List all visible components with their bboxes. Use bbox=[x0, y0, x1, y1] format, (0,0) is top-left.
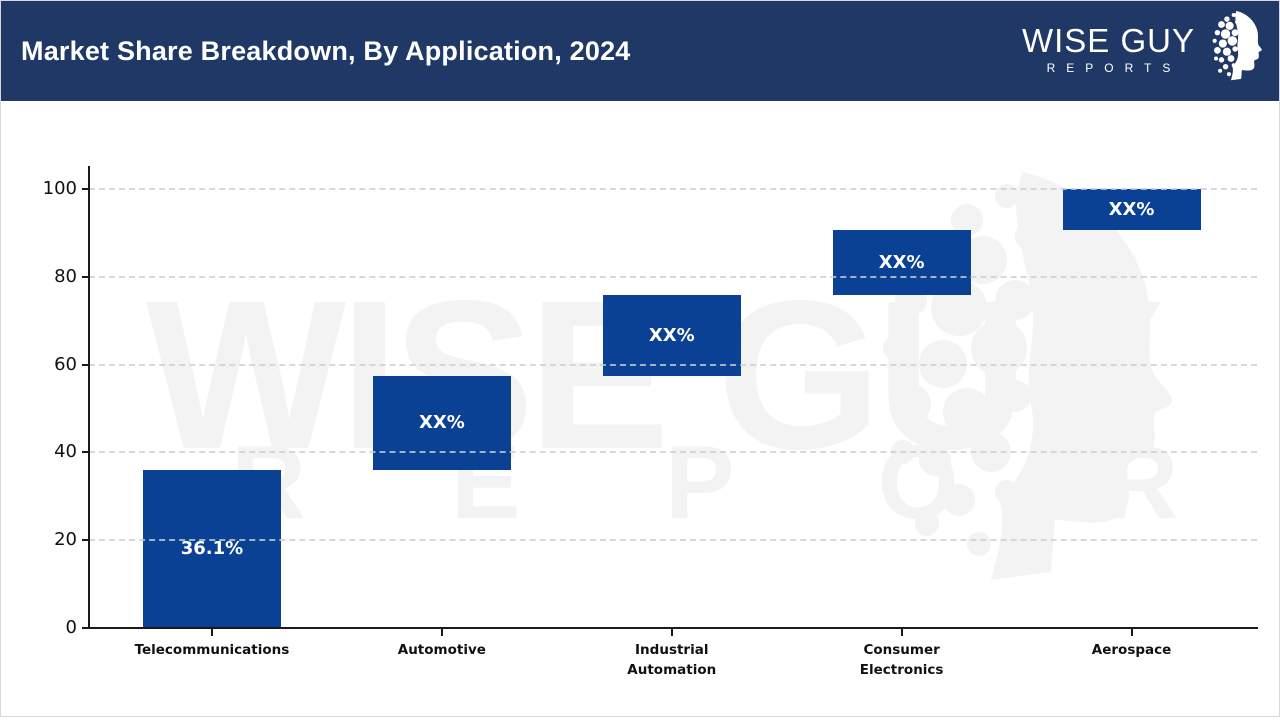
y-tick-20 bbox=[82, 539, 89, 542]
x-tick bbox=[900, 629, 903, 636]
bar-segment: XX% bbox=[372, 376, 511, 470]
y-tick-60 bbox=[82, 363, 89, 366]
bar-value-label: 36.1% bbox=[180, 538, 244, 560]
bar-segment: XX% bbox=[1062, 189, 1201, 231]
gridline-80 bbox=[89, 275, 1257, 278]
y-tick-label-20: 20 bbox=[54, 529, 77, 551]
bar-segment: XX% bbox=[832, 230, 971, 295]
y-tick-label-80: 80 bbox=[54, 265, 77, 287]
wiseguy-logo: WISE GUY REPORTS bbox=[1022, 7, 1265, 91]
x-category-label: Industrial Automation bbox=[627, 642, 717, 678]
y-tick-100 bbox=[82, 188, 89, 190]
x-tick bbox=[440, 629, 443, 636]
x-axis-spine bbox=[88, 627, 1258, 629]
y-tick-label-60: 60 bbox=[54, 353, 77, 375]
bar-value-label: XX% bbox=[418, 412, 465, 434]
bar-value-label: XX% bbox=[648, 325, 695, 347]
x-category-label: Telecommunications bbox=[134, 642, 290, 658]
y-axis-spine bbox=[88, 166, 90, 629]
x-category-label: Aerospace bbox=[1091, 642, 1172, 658]
bar-segment: 36.1% bbox=[142, 469, 281, 628]
logo-text: WISE GUY REPORTS bbox=[1021, 21, 1195, 76]
gridline-40 bbox=[89, 451, 1257, 454]
x-tick bbox=[670, 629, 673, 636]
x-category-label: Automotive bbox=[397, 642, 486, 658]
chart-title: Market Share Breakdown, By Application, … bbox=[21, 35, 631, 66]
y-tick-label-100: 100 bbox=[42, 178, 77, 199]
logo-reports-label: REPORTS bbox=[1046, 61, 1182, 76]
y-tick-80 bbox=[82, 275, 89, 278]
bar-value-label: XX% bbox=[1108, 199, 1155, 221]
bar-value-label: XX% bbox=[878, 252, 925, 274]
bar-segment: XX% bbox=[602, 294, 741, 377]
y-tick-label-40: 40 bbox=[54, 441, 77, 463]
y-tick-label-0: 0 bbox=[65, 617, 77, 638]
x-tick bbox=[210, 629, 213, 636]
header-bar: Market Share Breakdown, By Application, … bbox=[1, 1, 1279, 101]
logo-wiseguy-label: WISE GUY bbox=[1021, 21, 1195, 59]
y-tick-40 bbox=[82, 451, 89, 454]
x-tick bbox=[1130, 629, 1133, 636]
x-category-label: Consumer Electronics bbox=[859, 642, 944, 678]
wiseguy-face-icon bbox=[1212, 10, 1262, 81]
y-tick-0 bbox=[82, 627, 89, 629]
